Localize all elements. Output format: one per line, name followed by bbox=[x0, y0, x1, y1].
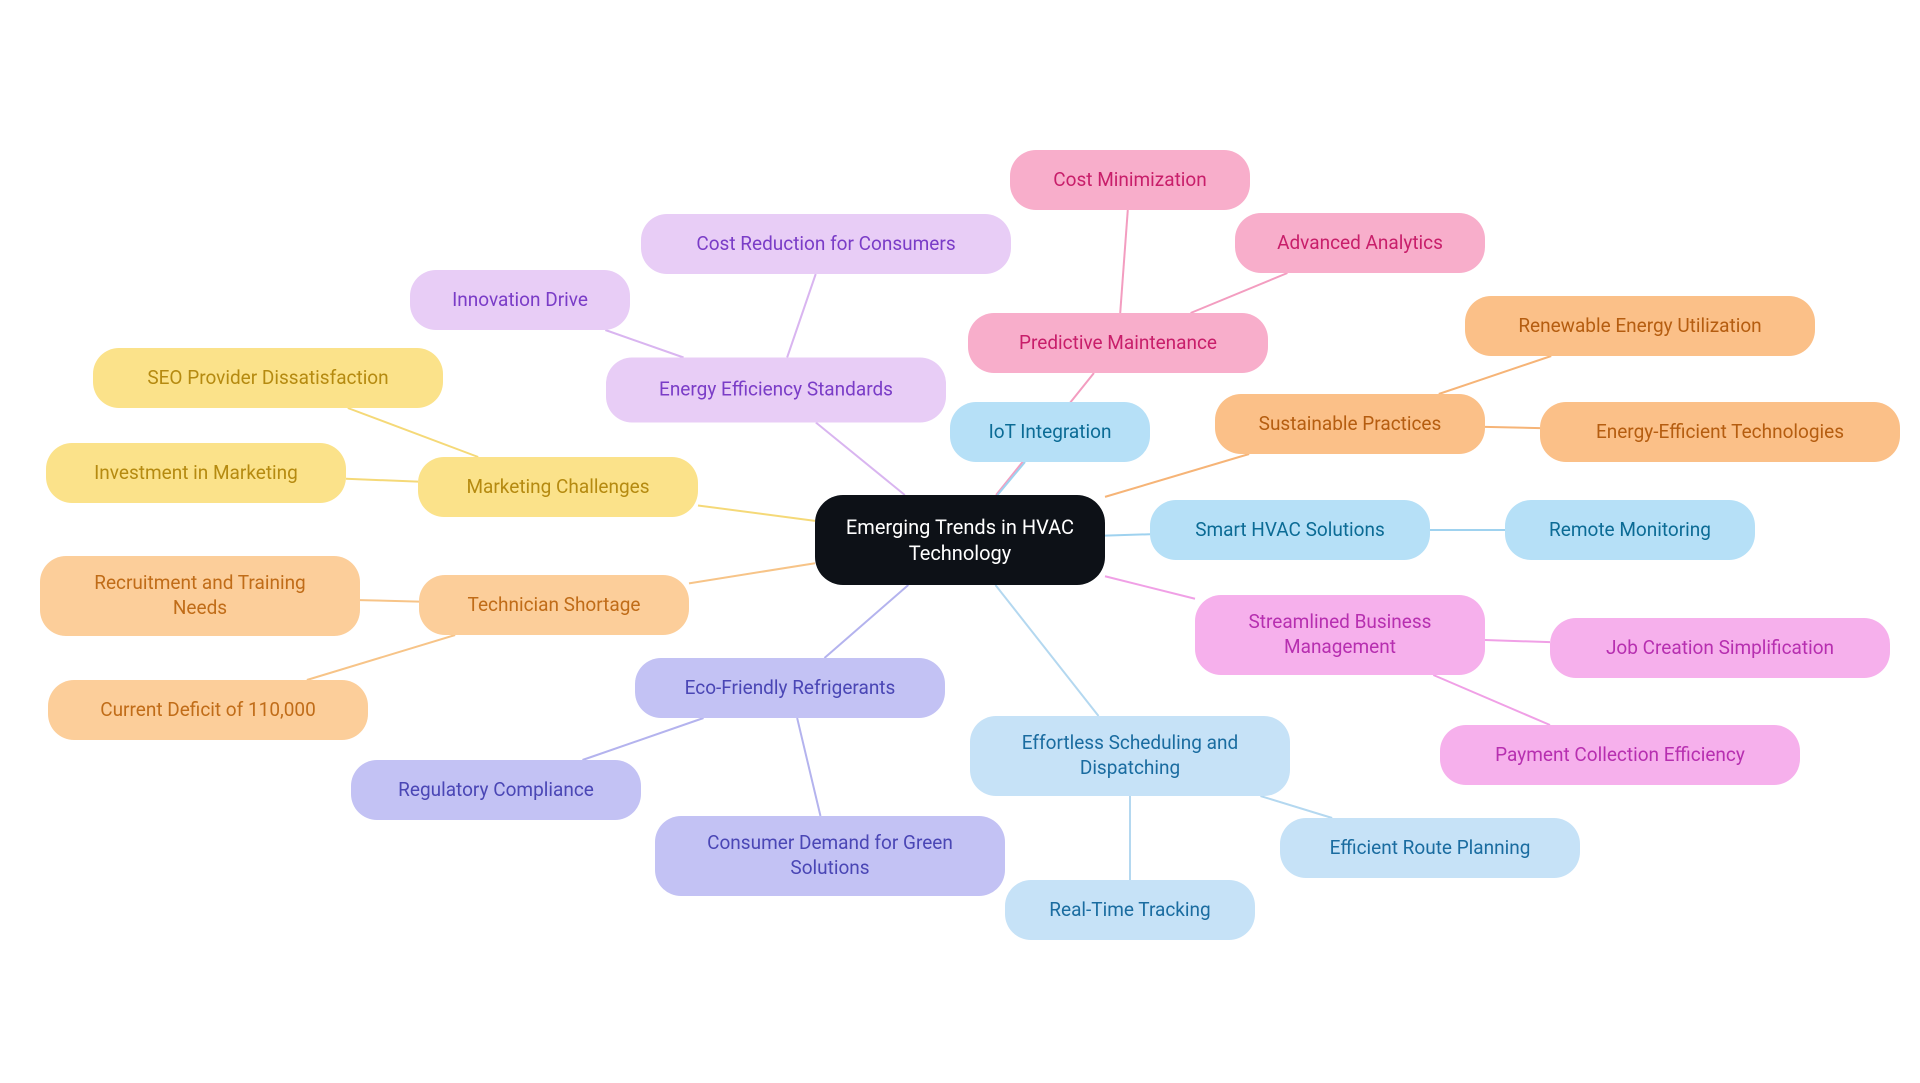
node-sched: Effortless Scheduling and Dispatching bbox=[970, 716, 1290, 796]
node-payment: Payment Collection Efficiency bbox=[1440, 725, 1800, 785]
node-label: Streamlined Business Management bbox=[1249, 610, 1432, 659]
edge bbox=[995, 585, 1098, 716]
edge bbox=[605, 330, 683, 358]
node-label: Remote Monitoring bbox=[1549, 518, 1711, 543]
edge bbox=[1191, 273, 1288, 313]
edge bbox=[998, 462, 1026, 495]
edge bbox=[1260, 796, 1332, 818]
node-label: Cost Minimization bbox=[1053, 168, 1206, 193]
node-regcomp: Regulatory Compliance bbox=[351, 760, 641, 820]
node-invest: Investment in Marketing bbox=[46, 443, 346, 503]
node-label: Emerging Trends in HVAC Technology bbox=[846, 514, 1074, 566]
edge bbox=[1485, 427, 1540, 428]
node-label: Cost Reduction for Consumers bbox=[696, 232, 955, 257]
node-deficit: Current Deficit of 110,000 bbox=[48, 680, 368, 740]
edge bbox=[307, 635, 455, 680]
node-label: Technician Shortage bbox=[468, 593, 641, 618]
edge bbox=[816, 423, 905, 496]
edge bbox=[1105, 534, 1150, 535]
node-label: Eco-Friendly Refrigerants bbox=[685, 676, 896, 701]
edge bbox=[689, 563, 815, 583]
edge bbox=[698, 505, 815, 520]
node-label: Advanced Analytics bbox=[1277, 231, 1443, 256]
node-remote: Remote Monitoring bbox=[1505, 500, 1755, 560]
node-seodiss: SEO Provider Dissatisfaction bbox=[93, 348, 443, 408]
edge bbox=[348, 408, 478, 457]
node-tech: Technician Shortage bbox=[419, 575, 689, 635]
node-label: Recruitment and Training Needs bbox=[94, 571, 305, 620]
node-label: Investment in Marketing bbox=[94, 461, 298, 486]
node-label: Predictive Maintenance bbox=[1019, 331, 1217, 356]
node-label: SEO Provider Dissatisfaction bbox=[147, 366, 388, 391]
mindmap-canvas: Emerging Trends in HVAC Technology Energy… bbox=[0, 0, 1920, 1083]
edge bbox=[1439, 356, 1551, 394]
node-label: IoT Integration bbox=[989, 420, 1112, 445]
node-analytics: Advanced Analytics bbox=[1235, 213, 1485, 273]
node-stream: Streamlined Business Management bbox=[1195, 595, 1485, 675]
node-sustain: Sustainable Practices bbox=[1215, 394, 1485, 454]
node-label: Energy-Efficient Technologies bbox=[1596, 420, 1844, 445]
node-recruit: Recruitment and Training Needs bbox=[40, 556, 360, 636]
node-costred: Cost Reduction for Consumers bbox=[641, 214, 1011, 274]
node-label: Energy Efficiency Standards bbox=[659, 378, 893, 403]
edge bbox=[346, 479, 418, 482]
edge bbox=[797, 718, 820, 816]
node-label: Renewable Energy Utilization bbox=[1518, 314, 1761, 339]
node-costmin: Cost Minimization bbox=[1010, 150, 1250, 210]
edge bbox=[1105, 576, 1195, 599]
node-label: Sustainable Practices bbox=[1259, 412, 1442, 437]
node-label: Efficient Route Planning bbox=[1330, 836, 1531, 861]
node-label: Regulatory Compliance bbox=[398, 778, 594, 803]
edge bbox=[824, 585, 908, 658]
edge bbox=[582, 718, 703, 760]
node-energy: Energy Efficiency Standards bbox=[606, 358, 946, 423]
node-iot: IoT Integration bbox=[950, 402, 1150, 462]
node-label: Effortless Scheduling and Dispatching bbox=[1022, 731, 1238, 780]
node-track: Real-Time Tracking bbox=[1005, 880, 1255, 940]
node-root: Emerging Trends in HVAC Technology bbox=[815, 495, 1105, 585]
node-green: Consumer Demand for Green Solutions bbox=[655, 816, 1005, 896]
node-label: Job Creation Simplification bbox=[1606, 636, 1834, 661]
node-eneff: Energy-Efficient Technologies bbox=[1540, 402, 1900, 462]
edge bbox=[787, 274, 816, 358]
node-eco: Eco-Friendly Refrigerants bbox=[635, 658, 945, 718]
node-label: Innovation Drive bbox=[452, 288, 588, 313]
node-innovation: Innovation Drive bbox=[410, 270, 630, 330]
node-renew: Renewable Energy Utilization bbox=[1465, 296, 1815, 356]
node-label: Marketing Challenges bbox=[466, 475, 649, 500]
node-mkt: Marketing Challenges bbox=[418, 457, 698, 517]
node-predictive: Predictive Maintenance bbox=[968, 313, 1268, 373]
node-label: Smart HVAC Solutions bbox=[1195, 518, 1385, 543]
node-label: Payment Collection Efficiency bbox=[1495, 743, 1745, 768]
node-route: Efficient Route Planning bbox=[1280, 818, 1580, 878]
node-smart: Smart HVAC Solutions bbox=[1150, 500, 1430, 560]
node-jobsimp: Job Creation Simplification bbox=[1550, 618, 1890, 678]
node-label: Current Deficit of 110,000 bbox=[100, 698, 316, 723]
node-label: Consumer Demand for Green Solutions bbox=[707, 831, 953, 880]
edge bbox=[1433, 675, 1550, 725]
edge bbox=[360, 600, 419, 602]
edge bbox=[1485, 640, 1550, 642]
node-label: Real-Time Tracking bbox=[1049, 898, 1210, 923]
edge bbox=[1120, 210, 1128, 313]
